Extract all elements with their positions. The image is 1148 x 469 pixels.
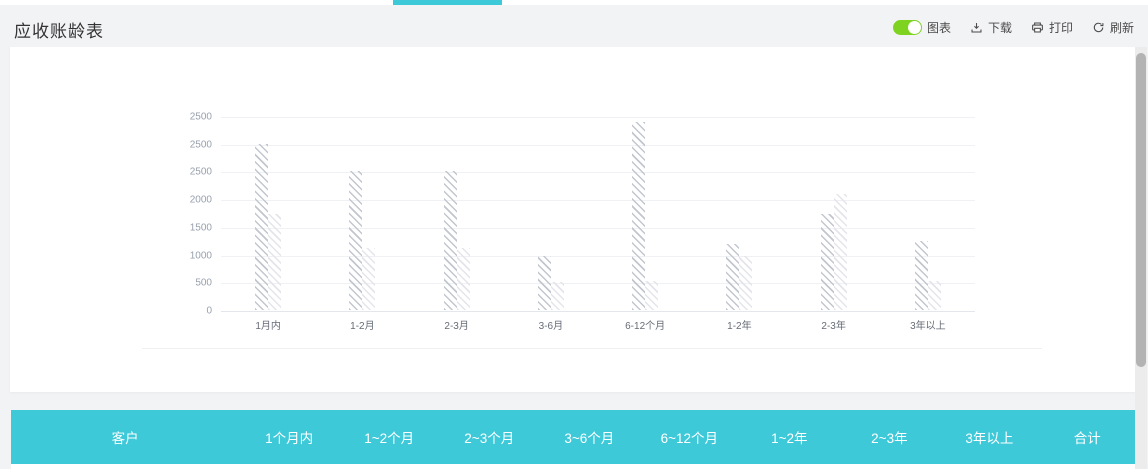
top-strip: [0, 0, 1148, 5]
toolbar: 图表 下载 打印 刷新: [892, 19, 1134, 36]
y-tick-label: 0: [206, 305, 212, 317]
y-tick-label: 2500: [189, 166, 212, 178]
x-tick-label: 1-2年: [727, 321, 752, 332]
bar-light-2-3年: [833, 193, 847, 310]
table-header-cell-4: 2~3个月: [464, 431, 515, 446]
scrollbar-thumb[interactable]: [1136, 53, 1146, 367]
bar-light-2-3月: [456, 247, 470, 310]
refresh-label: 刷新: [1109, 21, 1134, 35]
y-tick-label: 2500: [189, 139, 212, 151]
print-button[interactable]: 打印: [1031, 19, 1073, 36]
x-tick-label: 6-12个月: [625, 321, 666, 332]
top-tab-indicator: [393, 0, 502, 5]
table-header-cell-1: 客户: [111, 431, 139, 446]
refresh-button[interactable]: 刷新: [1092, 19, 1134, 36]
print-icon: [1031, 21, 1044, 34]
gridline: [221, 144, 975, 146]
bar-dark-1-2年: [726, 243, 740, 310]
table-header-cell-7: 1~2年: [771, 431, 808, 446]
bar-light-6-12个月: [645, 280, 659, 310]
bar-dark-6-12个月: [632, 121, 646, 310]
chart-card: 0 500 1000 1500 2000 2500 2500 2500 1月内 1-2月 2-3月…: [10, 47, 1135, 392]
plot-area: 1月内 1-2月 2-3月 3-6月 6-12个月 1-2年 2-3年 3年以上: [221, 117, 975, 332]
table-header-cell-5: 3~6个月: [564, 431, 615, 446]
x-tick-label: 1-2月: [350, 321, 375, 332]
y-tick-label: 2500: [189, 111, 212, 123]
chart-toggle-group[interactable]: 图表: [892, 19, 951, 36]
page-title: 应收账龄表: [14, 22, 104, 41]
refresh-icon: [1092, 21, 1105, 34]
bar-light-1-2年: [739, 255, 753, 310]
chart-bottom-divider: [142, 348, 1042, 349]
table-header-row: 客户 1个月内 1~2个月 2~3个月 3~6个月 6~12个月 1~2年 2~3年 3年以上 合…: [11, 410, 1135, 464]
bar-dark-3-6月: [537, 255, 551, 310]
toggle-knob: [907, 21, 921, 34]
chart-toggle-switch[interactable]: [892, 20, 922, 35]
table-header-cell-10: 合计: [1073, 431, 1101, 446]
bar-dark-3年以上: [914, 240, 928, 310]
y-tick-label: 1000: [189, 250, 212, 262]
table-header-cell-3: 1~2个月: [364, 431, 415, 446]
gridline: [221, 227, 975, 229]
download-icon: [970, 21, 983, 34]
bar-light-1月内: [268, 214, 282, 310]
download-label: 下载: [987, 21, 1012, 35]
gridline: [221, 117, 975, 118]
bar-dark-1月内: [255, 143, 269, 310]
y-tick-label: 1500: [189, 222, 212, 234]
table-header-cell-9: 3年以上: [965, 431, 1014, 446]
bar-light-1-2月: [362, 247, 376, 310]
y-tick-label: 2000: [189, 194, 212, 206]
gridline: [221, 283, 975, 285]
gridline: [221, 200, 975, 202]
download-button[interactable]: 下载: [970, 19, 1012, 36]
y-tick-label: 500: [195, 277, 212, 289]
gridline: [221, 255, 975, 257]
table-header-cell-8: 2~3年: [871, 431, 908, 446]
bar-dark-2-3月: [443, 171, 457, 310]
bar-dark-2-3年: [820, 214, 834, 310]
x-tick-label: 1月内: [255, 321, 281, 332]
y-axis-labels: 0 500 1000 1500 2000 2500 2500 2500: [10, 112, 212, 317]
bar-dark-1-2月: [349, 171, 363, 310]
x-tick-label: 3年以上: [910, 321, 946, 332]
x-tick-label: 2-3年: [821, 321, 846, 332]
chart-toggle-label: 图表: [926, 21, 951, 35]
table-header-cell-6: 6~12个月: [660, 431, 719, 446]
bar-light-3年以上: [927, 280, 941, 310]
table-header-cell-2: 1个月内: [265, 431, 314, 446]
x-axis-line: [221, 311, 975, 312]
bar-light-3-6月: [550, 282, 564, 310]
print-label: 打印: [1048, 21, 1073, 35]
x-tick-label: 3-6月: [538, 321, 564, 332]
table-first-row: [11, 464, 1135, 469]
x-tick-label: 2-3月: [444, 321, 469, 332]
gridline: [221, 172, 975, 174]
